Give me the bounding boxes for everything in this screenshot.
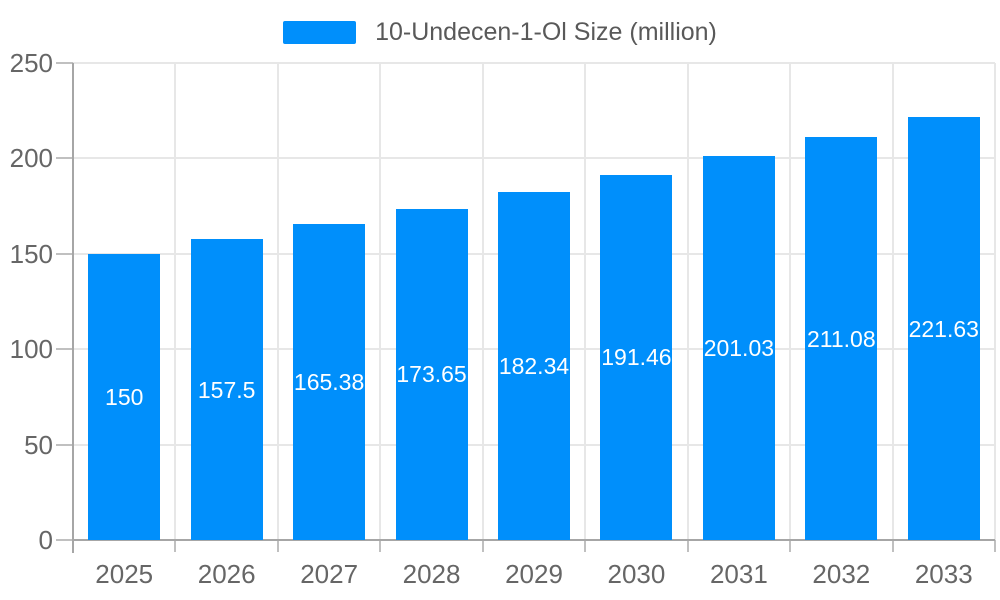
bar-value-label: 201.03 (703, 335, 775, 362)
y-axis-label: 50 (24, 429, 53, 460)
y-axis-label: 200 (9, 143, 53, 174)
x-axis-tick (891, 540, 894, 552)
bar-value-label: 182.34 (498, 353, 570, 380)
y-axis-label: 150 (9, 238, 53, 269)
x-axis-label: 2031 (709, 559, 768, 589)
bar-2026[interactable] (190, 239, 263, 540)
gridline-vertical (584, 63, 587, 540)
legend-label: 10-Undecen-1-Ol Size (million) (375, 18, 717, 46)
bar-value-label: 191.46 (601, 344, 672, 371)
bar-2031[interactable] (702, 156, 775, 540)
y-axis-tick (56, 252, 73, 255)
x-axis-tick (379, 540, 382, 552)
bar-value-label: 150 (105, 383, 144, 410)
x-axis-label: 2026 (197, 559, 256, 589)
x-axis-label: 2027 (300, 559, 359, 589)
gridline-horizontal (73, 62, 995, 64)
x-axis-line (73, 539, 995, 541)
bar-value-label: 211.08 (807, 325, 876, 352)
bar-2028[interactable] (395, 208, 468, 540)
bar-2033[interactable] (907, 117, 980, 540)
y-axis-line (72, 63, 74, 553)
bar-2029[interactable] (498, 192, 570, 540)
gridline-vertical (994, 63, 996, 540)
y-axis-label: 100 (9, 334, 53, 365)
y-axis-tick (56, 539, 73, 541)
bar-value-label: 221.63 (908, 315, 979, 342)
x-axis-tick (584, 540, 587, 552)
bar-value-label: 165.38 (293, 369, 365, 396)
x-axis-tick (481, 540, 484, 552)
gridline-vertical (891, 63, 894, 540)
bar-2025[interactable] (88, 253, 161, 540)
y-axis-tick (56, 443, 73, 446)
y-axis-label: 0 (38, 525, 53, 555)
x-axis-tick (994, 540, 996, 552)
y-axis-tick (56, 62, 73, 64)
x-axis-label: 2029 (505, 559, 563, 589)
bar-2032[interactable] (805, 137, 878, 540)
x-axis-tick (789, 540, 792, 552)
y-axis-tick (56, 348, 73, 351)
x-axis-label: 2028 (402, 559, 461, 589)
bar-value-label: 157.5 (197, 376, 256, 403)
gridline-vertical (379, 63, 382, 540)
bar-2030[interactable] (600, 174, 673, 540)
gridline-vertical (789, 63, 792, 540)
bar-value-label: 173.65 (396, 361, 467, 388)
x-axis-label: 2030 (607, 559, 666, 589)
gridline-vertical (686, 63, 689, 540)
gridline-vertical (174, 63, 177, 540)
legend-marker-icon (283, 20, 357, 44)
y-axis-tick (56, 157, 73, 160)
bar-2027[interactable] (293, 224, 366, 540)
x-axis-label: 2032 (812, 559, 871, 589)
x-axis-label: 2033 (914, 559, 973, 589)
gridline-horizontal (73, 157, 995, 160)
x-axis-tick (276, 540, 279, 552)
legend[interactable]: 10-Undecen-1-Ol Size (million) (0, 13, 1000, 51)
gridline-vertical (481, 63, 484, 540)
gridline-vertical (276, 63, 279, 540)
x-axis-label: 2025 (95, 559, 154, 589)
x-axis-tick (174, 540, 177, 552)
y-axis-label: 250 (9, 48, 53, 78)
x-axis-tick (686, 540, 689, 552)
